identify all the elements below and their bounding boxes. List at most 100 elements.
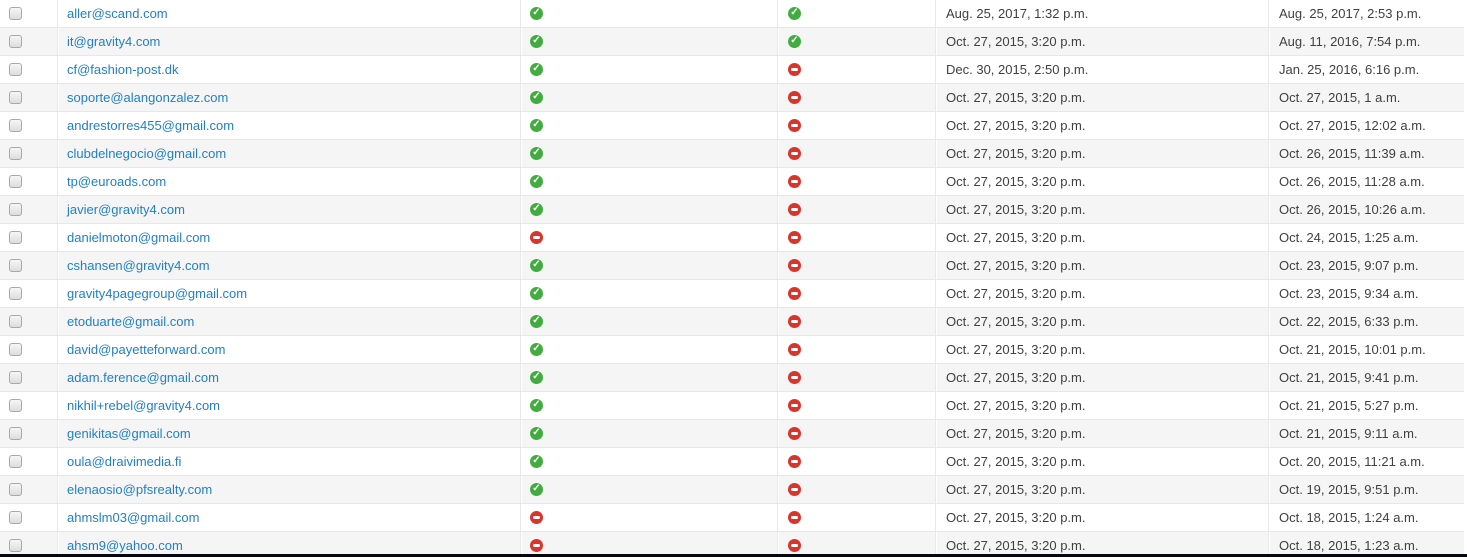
email-link[interactable]: cshansen@gravity4.com xyxy=(67,258,210,273)
check-circle-icon xyxy=(530,203,543,216)
row-select-checkbox[interactable] xyxy=(9,371,22,384)
email-link[interactable]: ahmslm03@gmail.com xyxy=(67,510,200,525)
datetime-1: Oct. 27, 2015, 3:20 p.m. xyxy=(946,314,1086,329)
datetime-2: Oct. 21, 2015, 9:41 p.m. xyxy=(1279,370,1419,385)
datetime2-cell: Oct. 18, 2015, 1:23 a.m. xyxy=(1268,532,1467,557)
status1-cell xyxy=(520,168,777,195)
datetime1-cell: Oct. 27, 2015, 3:20 p.m. xyxy=(935,112,1268,139)
checkbox-cell xyxy=(0,280,57,307)
row-select-checkbox[interactable] xyxy=(9,203,22,216)
checkbox-cell xyxy=(0,308,57,335)
row-select-checkbox[interactable] xyxy=(9,511,22,524)
datetime2-cell: Oct. 21, 2015, 9:41 p.m. xyxy=(1268,364,1467,391)
row-select-checkbox[interactable] xyxy=(9,343,22,356)
email-link[interactable]: ahsm9@yahoo.com xyxy=(67,538,183,553)
minus-circle-icon xyxy=(788,483,801,496)
datetime-1: Oct. 27, 2015, 3:20 p.m. xyxy=(946,202,1086,217)
datetime-1: Oct. 27, 2015, 3:20 p.m. xyxy=(946,454,1086,469)
status1-cell xyxy=(520,0,777,27)
row-select-checkbox[interactable] xyxy=(9,35,22,48)
datetime1-cell: Oct. 27, 2015, 3:20 p.m. xyxy=(935,196,1268,223)
datetime2-cell: Oct. 26, 2015, 10:26 a.m. xyxy=(1268,196,1467,223)
minus-circle-icon xyxy=(530,511,543,524)
email-cell: etoduarte@gmail.com xyxy=(57,308,520,335)
row-select-checkbox[interactable] xyxy=(9,63,22,76)
email-link[interactable]: etoduarte@gmail.com xyxy=(67,314,195,329)
datetime1-cell: Oct. 27, 2015, 3:20 p.m. xyxy=(935,224,1268,251)
checkbox-cell xyxy=(0,196,57,223)
email-link[interactable]: andrestorres455@gmail.com xyxy=(67,118,235,133)
status1-cell xyxy=(520,308,777,335)
checkbox-cell xyxy=(0,532,57,557)
checkbox-cell xyxy=(0,84,57,111)
email-cell: it@gravity4.com xyxy=(57,28,520,55)
email-link[interactable]: javier@gravity4.com xyxy=(67,202,185,217)
row-select-checkbox[interactable] xyxy=(9,483,22,496)
email-link[interactable]: soporte@alangonzalez.com xyxy=(67,90,229,105)
email-link[interactable]: david@payetteforward.com xyxy=(67,342,226,357)
row-select-checkbox[interactable] xyxy=(9,91,22,104)
datetime-1: Oct. 27, 2015, 3:20 p.m. xyxy=(946,34,1086,49)
datetime1-cell: Oct. 27, 2015, 3:20 p.m. xyxy=(935,28,1268,55)
status2-cell xyxy=(777,28,935,55)
minus-circle-icon xyxy=(530,231,543,244)
email-link[interactable]: clubdelnegocio@gmail.com xyxy=(67,146,227,161)
datetime-2: Jan. 25, 2016, 6:16 p.m. xyxy=(1279,62,1420,77)
checkbox-cell xyxy=(0,28,57,55)
minus-circle-icon xyxy=(788,203,801,216)
checkbox-cell xyxy=(0,140,57,167)
checkbox-cell xyxy=(0,252,57,279)
email-link[interactable]: gravity4pagegroup@gmail.com xyxy=(67,286,248,301)
row-select-checkbox[interactable] xyxy=(9,427,22,440)
email-link[interactable]: elenaosio@pfsrealty.com xyxy=(67,482,213,497)
row-select-checkbox[interactable] xyxy=(9,231,22,244)
check-circle-icon xyxy=(530,119,543,132)
email-link[interactable]: adam.ference@gmail.com xyxy=(67,370,219,385)
row-select-checkbox[interactable] xyxy=(9,287,22,300)
row-select-checkbox[interactable] xyxy=(9,539,22,552)
email-link[interactable]: aller@scand.com xyxy=(67,6,168,21)
email-link[interactable]: cf@fashion-post.dk xyxy=(67,62,179,77)
check-circle-icon xyxy=(788,35,801,48)
row-select-checkbox[interactable] xyxy=(9,7,22,20)
email-link[interactable]: oula@draivimedia.fi xyxy=(67,454,182,469)
email-link[interactable]: danielmoton@gmail.com xyxy=(67,230,211,245)
email-cell: clubdelnegocio@gmail.com xyxy=(57,140,520,167)
row-select-checkbox[interactable] xyxy=(9,119,22,132)
datetime1-cell: Oct. 27, 2015, 3:20 p.m. xyxy=(935,504,1268,531)
row-select-checkbox[interactable] xyxy=(9,147,22,160)
datetime1-cell: Oct. 27, 2015, 3:20 p.m. xyxy=(935,476,1268,503)
datetime2-cell: Aug. 25, 2017, 2:53 p.m. xyxy=(1268,0,1467,27)
email-link[interactable]: genikitas@gmail.com xyxy=(67,426,191,441)
datetime-2: Aug. 11, 2016, 7:54 p.m. xyxy=(1279,34,1421,49)
email-cell: nikhil+rebel@gravity4.com xyxy=(57,392,520,419)
table-row: cshansen@gravity4.com Oct. 27, 2015, 3:2… xyxy=(0,252,1467,280)
row-select-checkbox[interactable] xyxy=(9,399,22,412)
status1-cell xyxy=(520,252,777,279)
email-link[interactable]: nikhil+rebel@gravity4.com xyxy=(67,398,221,413)
row-select-checkbox[interactable] xyxy=(9,315,22,328)
checkbox-cell xyxy=(0,364,57,391)
check-circle-icon xyxy=(530,35,543,48)
datetime2-cell: Oct. 21, 2015, 5:27 p.m. xyxy=(1268,392,1467,419)
check-circle-icon xyxy=(530,175,543,188)
datetime-2: Oct. 22, 2015, 6:33 p.m. xyxy=(1279,314,1419,329)
status2-cell xyxy=(777,280,935,307)
minus-circle-icon xyxy=(788,511,801,524)
table-row: tp@euroads.com Oct. 27, 2015, 3:20 p.m. … xyxy=(0,168,1467,196)
row-select-checkbox[interactable] xyxy=(9,259,22,272)
status2-cell xyxy=(777,84,935,111)
row-select-checkbox[interactable] xyxy=(9,175,22,188)
email-link[interactable]: tp@euroads.com xyxy=(67,174,167,189)
datetime-1: Dec. 30, 2015, 2:50 p.m. xyxy=(946,62,1089,77)
table-row: ahmslm03@gmail.com Oct. 27, 2015, 3:20 p… xyxy=(0,504,1467,532)
datetime1-cell: Oct. 27, 2015, 3:20 p.m. xyxy=(935,336,1268,363)
datetime2-cell: Oct. 21, 2015, 9:11 a.m. xyxy=(1268,420,1467,447)
status2-cell xyxy=(777,336,935,363)
datetime-1: Oct. 27, 2015, 3:20 p.m. xyxy=(946,118,1086,133)
row-select-checkbox[interactable] xyxy=(9,455,22,468)
table-row: adam.ference@gmail.com Oct. 27, 2015, 3:… xyxy=(0,364,1467,392)
status2-cell xyxy=(777,392,935,419)
email-link[interactable]: it@gravity4.com xyxy=(67,34,161,49)
